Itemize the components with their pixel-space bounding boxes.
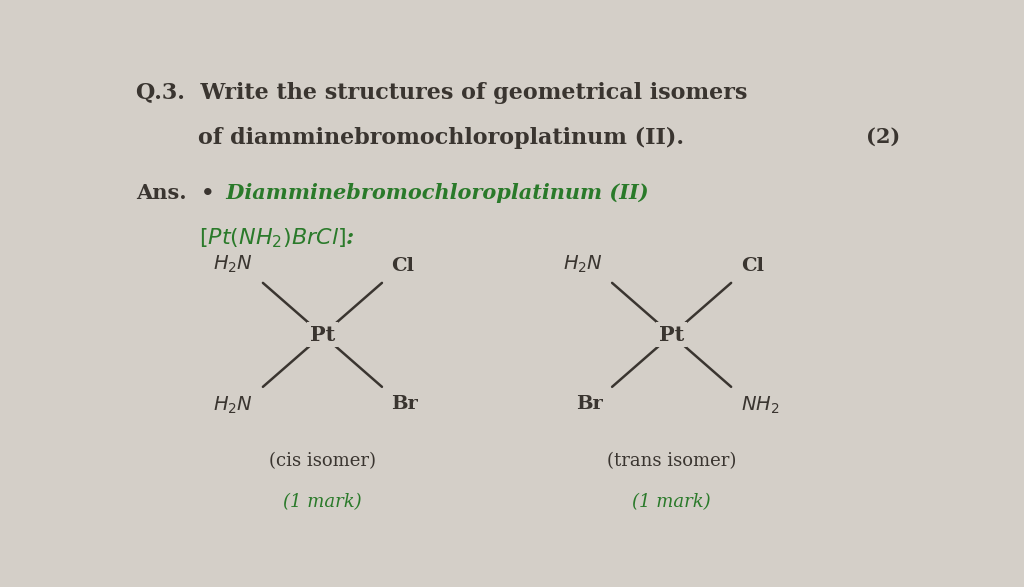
Text: Cl: Cl <box>391 257 415 275</box>
Text: Diamminebromochloroplatinum (II): Diamminebromochloroplatinum (II) <box>219 183 649 204</box>
Text: of diamminebromochloroplatinum (II).: of diamminebromochloroplatinum (II). <box>136 127 684 149</box>
Text: Pt: Pt <box>310 325 335 345</box>
Text: $H_2N$: $H_2N$ <box>213 254 253 275</box>
Text: $[Pt(NH_2)BrCl]$:: $[Pt(NH_2)BrCl]$: <box>200 227 355 250</box>
Text: Cl: Cl <box>740 257 764 275</box>
Text: Pt: Pt <box>659 325 684 345</box>
Text: (2): (2) <box>866 127 900 147</box>
Text: (1 mark): (1 mark) <box>632 493 711 511</box>
Text: $NH_2$: $NH_2$ <box>740 395 779 416</box>
Text: Ans.  •: Ans. • <box>136 183 214 204</box>
Text: Q.3.  Write the structures of geometrical isomers: Q.3. Write the structures of geometrical… <box>136 82 748 104</box>
Text: Br: Br <box>575 395 602 413</box>
Text: (cis isomer): (cis isomer) <box>269 453 376 470</box>
Text: Br: Br <box>391 395 419 413</box>
Text: $H_2N$: $H_2N$ <box>562 254 602 275</box>
Text: (1 mark): (1 mark) <box>283 493 361 511</box>
Text: (trans isomer): (trans isomer) <box>607 453 736 470</box>
Text: $H_2N$: $H_2N$ <box>213 395 253 416</box>
